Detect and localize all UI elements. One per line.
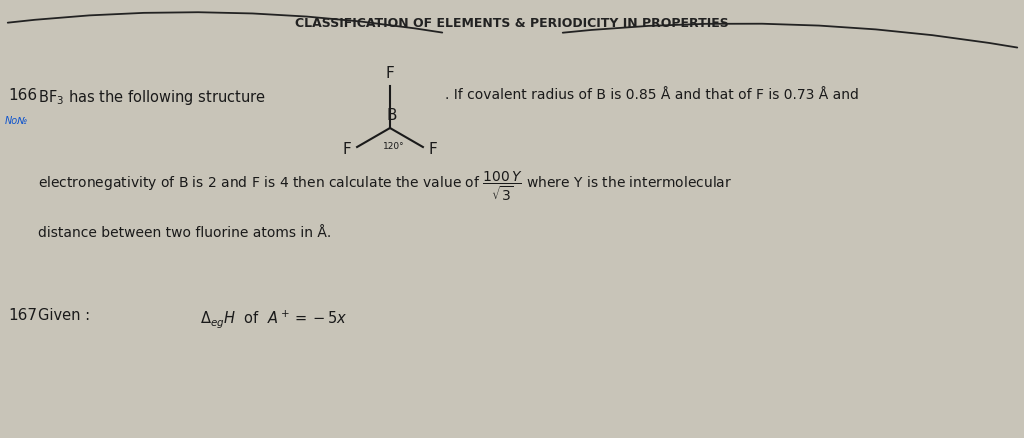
Text: 120°: 120° — [383, 142, 404, 151]
Text: F: F — [342, 141, 351, 156]
Text: $\Delta_{eg}H$  of  $A^+=-5x$: $\Delta_{eg}H$ of $A^+=-5x$ — [200, 308, 347, 330]
Text: CLASSIFICATION OF ELEMENTS & PERIODICITY IN PROPERTIES: CLASSIFICATION OF ELEMENTS & PERIODICITY… — [295, 17, 729, 30]
Text: B: B — [387, 108, 397, 123]
Text: 167: 167 — [8, 308, 37, 323]
Text: distance between two fluorine atoms in Å.: distance between two fluorine atoms in Å… — [38, 226, 331, 240]
Text: BF$_3$ has the following structure: BF$_3$ has the following structure — [38, 88, 265, 107]
Text: electronegativity of B is 2 and F is 4 then calculate the value of $\dfrac{100\,: electronegativity of B is 2 and F is 4 t… — [38, 170, 732, 203]
Text: F: F — [386, 66, 394, 81]
Text: No№: No№ — [5, 116, 29, 126]
Text: F: F — [429, 141, 437, 156]
Text: . If covalent radius of B is 0.85 Å and that of F is 0.73 Å and: . If covalent radius of B is 0.85 Å and … — [445, 88, 859, 102]
Text: 166: 166 — [8, 88, 37, 103]
Text: Given :: Given : — [38, 308, 90, 323]
